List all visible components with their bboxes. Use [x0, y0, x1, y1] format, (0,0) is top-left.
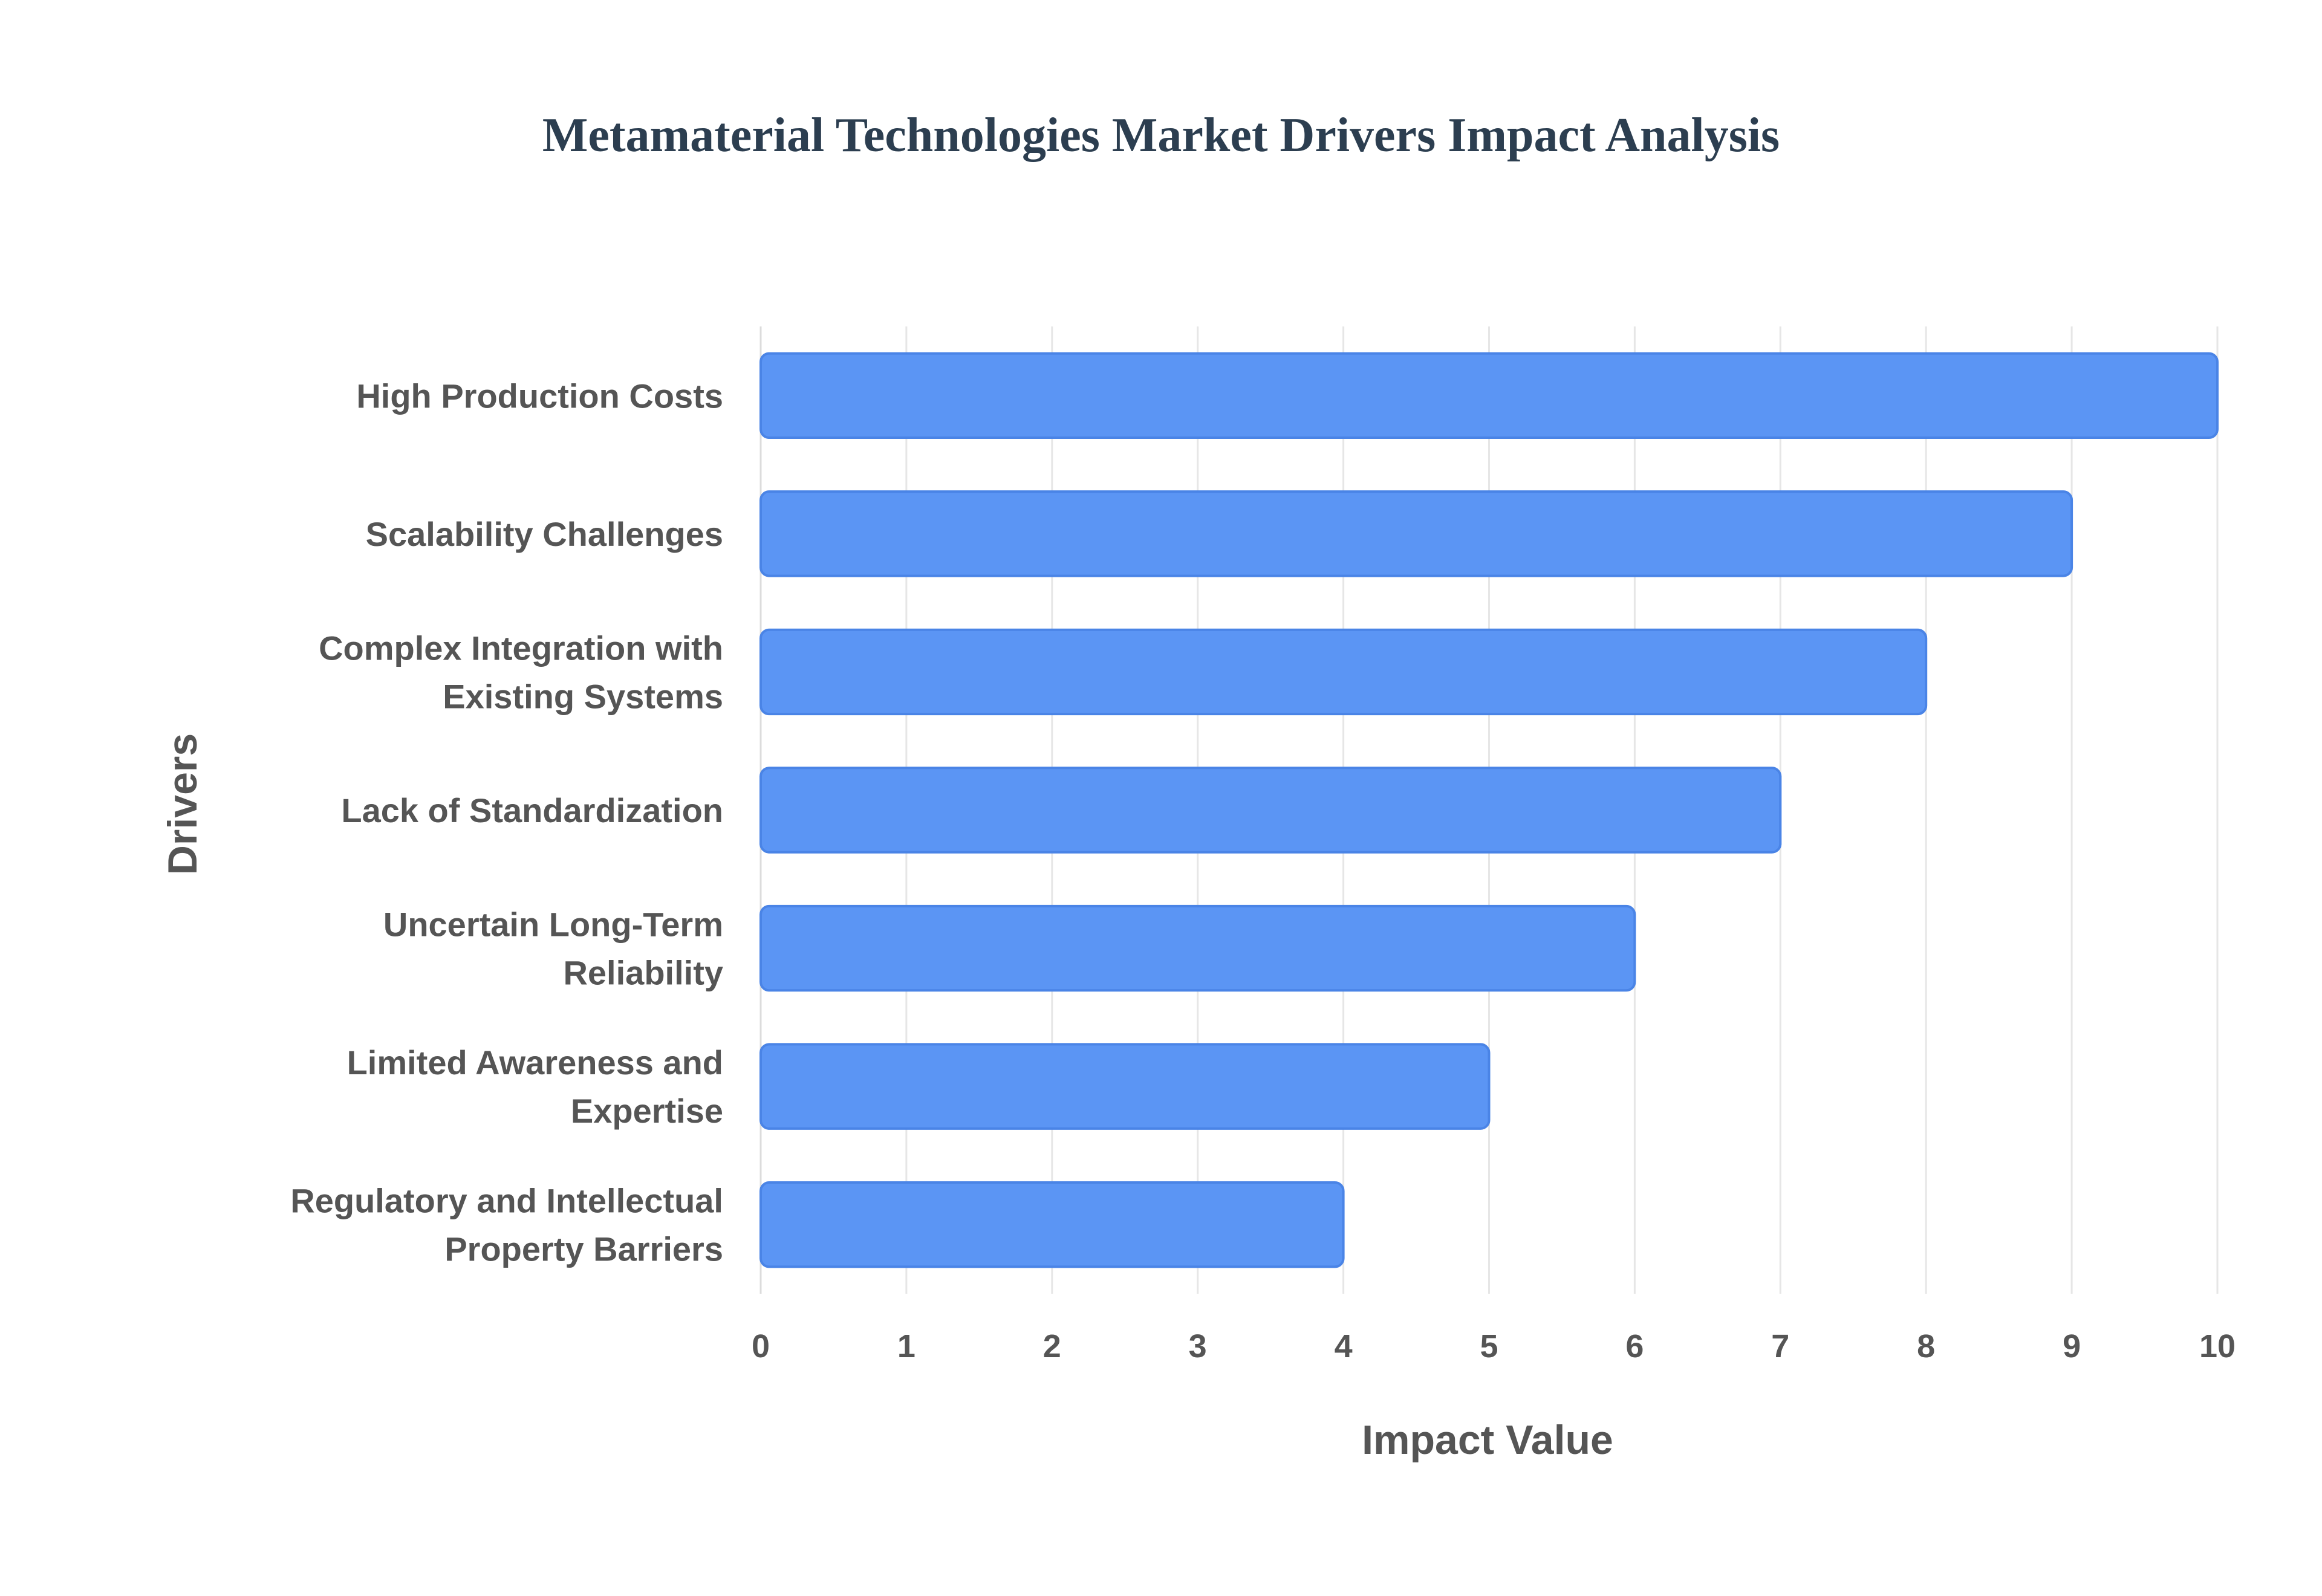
bar [759, 490, 2073, 577]
bar [759, 904, 1636, 992]
category-label: Complex Integration with Existing Systems [319, 629, 723, 715]
category-label-line: Scalability Challenges [366, 515, 723, 553]
x-tick-label: 6 [1625, 1328, 1644, 1364]
bar [759, 1181, 1345, 1268]
x-tick-label: 9 [2063, 1328, 2081, 1364]
y-axis-title: Drivers [160, 733, 206, 875]
chart-title: Metamaterial Technologies Market Drivers… [542, 109, 1780, 162]
bar [759, 1043, 1491, 1130]
category-label: High Production Costs [356, 377, 723, 415]
category-label-line: Reliability [563, 954, 723, 992]
category-label-line: Property Barriers [444, 1230, 723, 1268]
x-tick-label: 4 [1335, 1328, 1353, 1364]
category-labels: High Production Costs Scalability Challen… [290, 377, 723, 1268]
category-label-line: High Production Costs [356, 377, 723, 415]
x-tick-label: 5 [1480, 1328, 1498, 1364]
category-label: Limited Awareness and Expertise [347, 1043, 723, 1130]
x-tick-label: 2 [1043, 1328, 1061, 1364]
bars [759, 352, 2219, 1268]
category-label-line: Expertise [571, 1092, 723, 1130]
x-tick-label: 10 [2199, 1328, 2236, 1364]
x-tick-label: 7 [1771, 1328, 1789, 1364]
x-tick-label: 1 [897, 1328, 915, 1364]
category-label-line: Lack of Standardization [341, 791, 723, 829]
category-label-line: Limited Awareness and [347, 1043, 723, 1082]
category-label-line: Uncertain Long-Term [383, 906, 723, 944]
bar [759, 352, 2219, 439]
x-tick-label: 8 [1917, 1328, 1935, 1364]
category-label: Lack of Standardization [341, 791, 723, 829]
category-label: Regulatory and Intellectual Property Barr… [290, 1182, 723, 1268]
category-label-line: Existing Systems [443, 677, 723, 715]
x-tick-label: 0 [752, 1328, 770, 1364]
x-tick-label: 3 [1189, 1328, 1207, 1364]
x-tick-labels: 0 1 2 3 4 5 6 7 8 9 10 [752, 1328, 2236, 1364]
x-axis-title: Impact Value [1362, 1417, 1613, 1463]
bar [759, 628, 1928, 716]
category-label: Scalability Challenges [366, 515, 723, 553]
bar [759, 767, 1782, 854]
category-label: Uncertain Long-Term Reliability [383, 906, 723, 992]
category-label-line: Complex Integration with [319, 629, 723, 667]
category-label-line: Regulatory and Intellectual [290, 1182, 723, 1220]
